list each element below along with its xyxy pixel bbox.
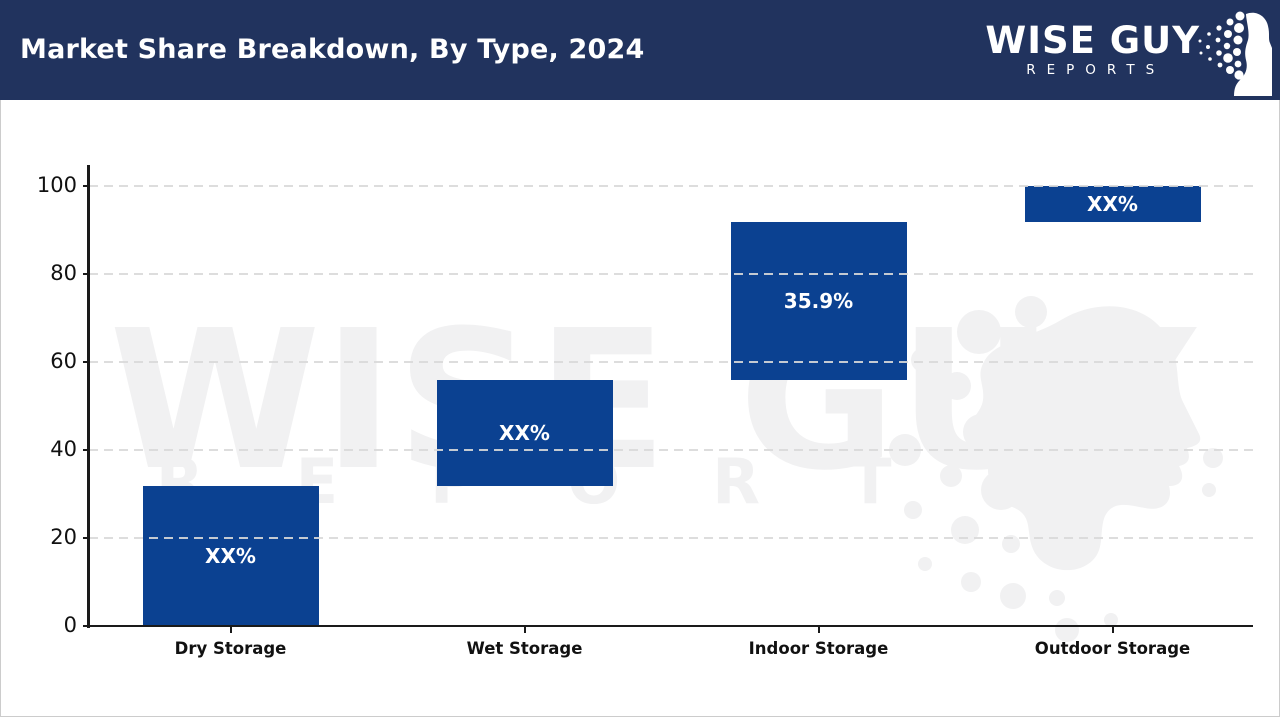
brand-logo: WISE GUY REPORTS xyxy=(985,6,1272,96)
header: Market Share Breakdown, By Type, 2024 WI… xyxy=(0,0,1280,100)
logo-subtext: REPORTS xyxy=(1026,61,1166,78)
page-title: Market Share Breakdown, By Type, 2024 xyxy=(20,34,645,65)
logo-wordmark: WISE GUY xyxy=(985,19,1200,62)
chart-card: WISE GUY REPORTS xyxy=(0,100,1280,717)
face-dots-icon xyxy=(1198,11,1272,96)
brand-logo-text: WISE GUY REPORTS xyxy=(985,19,1200,78)
face-dots-watermark-icon xyxy=(889,296,1223,642)
